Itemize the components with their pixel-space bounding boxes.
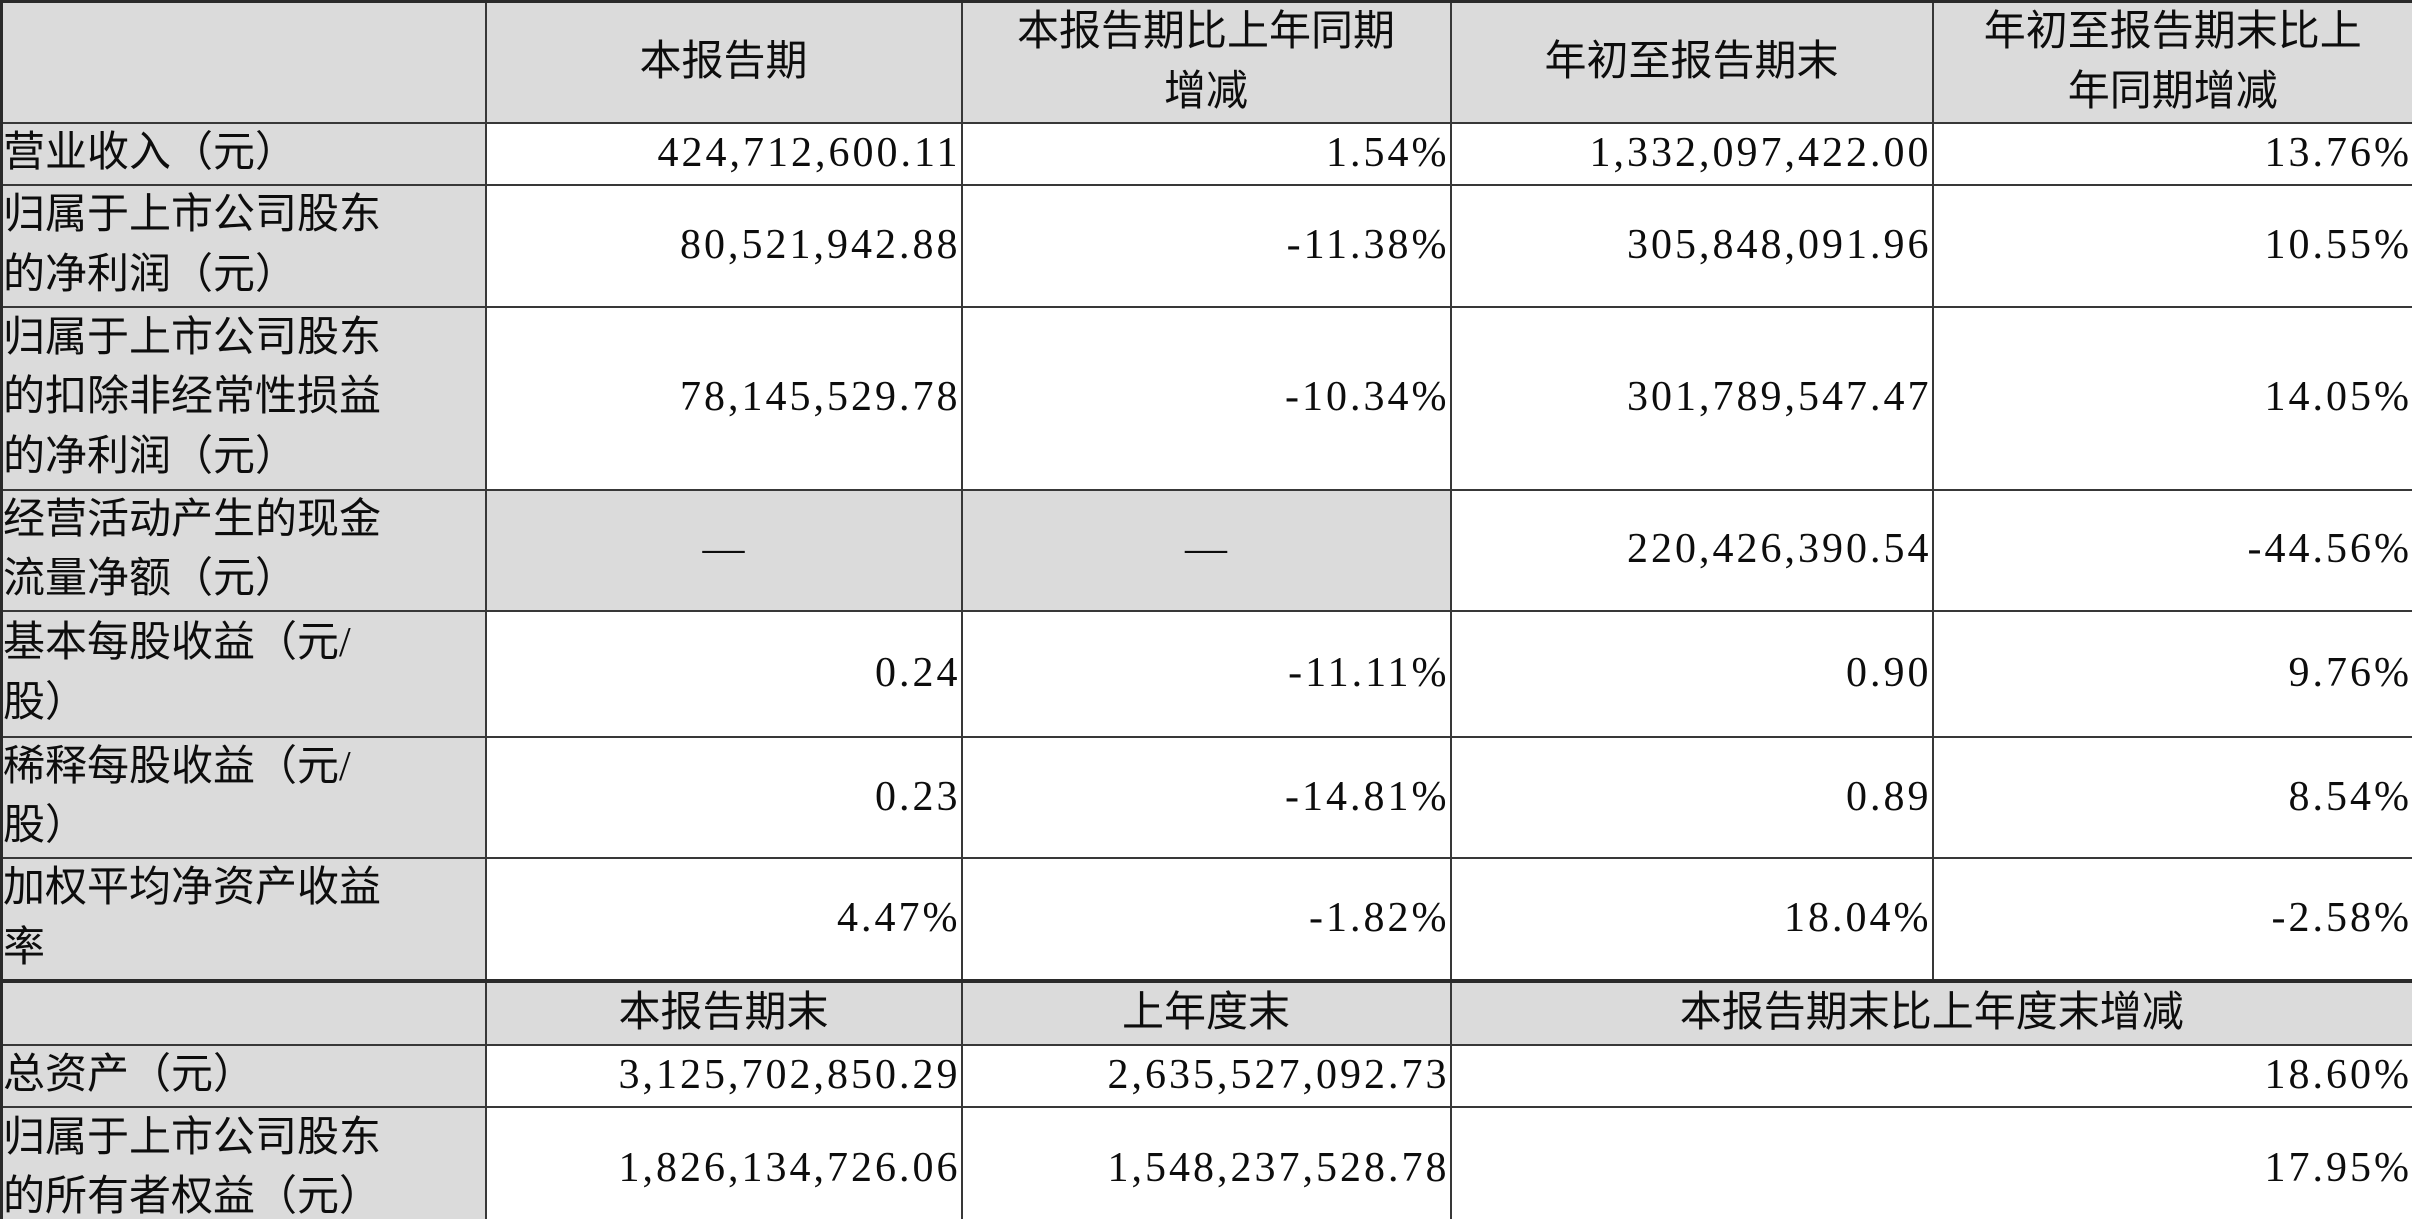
table-header-row-period: 本报告期 本报告期比上年同期 增减 年初至报告期末 年初至报告期末比上 年同期增…	[0, 0, 2412, 125]
basic-eps-ytd: 0.90	[1449, 609, 1934, 738]
roe-current-period-yoy: -1.82%	[960, 857, 1452, 982]
table-row-operating-cash-flow: 经营活动产生的现金 流量净额（元） — — 220,426,390.54 -44…	[0, 488, 2412, 612]
net-profit-excl-current-period-yoy: -10.34%	[960, 305, 1452, 491]
table-row-total-assets: 总资产（元） 3,125,702,850.29 2,635,527,092.73…	[0, 1044, 2412, 1108]
row-label-net-profit-excl-nonrecurring: 归属于上市公司股东 的扣除非经常性损益 的净利润（元）	[0, 305, 487, 491]
operating-cash-flow-current-period-yoy: —	[960, 488, 1452, 612]
row-label-operating-cash-flow: 经营活动产生的现金 流量净额（元）	[0, 488, 487, 612]
table-row-basic-eps: 基本每股收益（元/ 股） 0.24 -11.11% 0.90 9.76%	[0, 609, 2412, 738]
equity-period-end: 1,826,134,726.06	[484, 1105, 963, 1219]
table-row-equity: 归属于上市公司股东 的所有者权益（元） 1,826,134,726.06 1,5…	[0, 1105, 2412, 1219]
operating-cash-flow-ytd-yoy: -44.56%	[1931, 488, 2412, 612]
row-label-total-assets: 总资产（元）	[0, 1044, 487, 1108]
basic-eps-current-period: 0.24	[484, 609, 963, 738]
corner-cell-2	[0, 979, 487, 1046]
roe-ytd-yoy: -2.58%	[1931, 857, 2412, 982]
equity-change: 17.95%	[1449, 1105, 2412, 1219]
row-label-revenue: 营业收入（元）	[0, 122, 487, 187]
row-label-net-profit: 归属于上市公司股东 的净利润（元）	[0, 184, 487, 308]
operating-cash-flow-ytd: 220,426,390.54	[1449, 488, 1934, 612]
net-profit-excl-ytd-yoy: 14.05%	[1931, 305, 2412, 491]
diluted-eps-current-period-yoy: -14.81%	[960, 735, 1452, 860]
equity-prior-year-end: 1,548,237,528.78	[960, 1105, 1452, 1219]
revenue-current-period: 424,712,600.11	[484, 122, 963, 187]
diluted-eps-ytd: 0.89	[1449, 735, 1934, 860]
revenue-ytd: 1,332,097,422.00	[1449, 122, 1934, 187]
diluted-eps-ytd-yoy: 8.54%	[1931, 735, 2412, 860]
net-profit-current-period-yoy: -11.38%	[960, 184, 1452, 308]
table-row-net-profit-excl-nonrecurring: 归属于上市公司股东 的扣除非经常性损益 的净利润（元） 78,145,529.7…	[0, 305, 2412, 491]
corner-cell	[0, 0, 487, 125]
operating-cash-flow-current-period: —	[484, 488, 963, 612]
total-assets-prior-year-end: 2,635,527,092.73	[960, 1044, 1452, 1108]
table-row-weighted-avg-roe: 加权平均净资产收益 率 4.47% -1.82% 18.04% -2.58%	[0, 857, 2412, 982]
basic-eps-current-period-yoy: -11.11%	[960, 609, 1452, 738]
col-header-ytd: 年初至报告期末	[1449, 0, 1934, 125]
col-header-period-end-vs-prior-year-end: 本报告期末比上年度末增减	[1449, 979, 2412, 1046]
table-row-diluted-eps: 稀释每股收益（元/ 股） 0.23 -14.81% 0.89 8.54%	[0, 735, 2412, 860]
row-label-diluted-eps: 稀释每股收益（元/ 股）	[0, 735, 487, 860]
net-profit-current-period: 80,521,942.88	[484, 184, 963, 308]
col-header-ytd-yoy: 年初至报告期末比上 年同期增减	[1931, 0, 2412, 125]
diluted-eps-current-period: 0.23	[484, 735, 963, 860]
net-profit-excl-ytd: 301,789,547.47	[1449, 305, 1934, 491]
row-label-basic-eps: 基本每股收益（元/ 股）	[0, 609, 487, 738]
roe-current-period: 4.47%	[484, 857, 963, 982]
col-header-current-period: 本报告期	[484, 0, 963, 125]
total-assets-change: 18.60%	[1449, 1044, 2412, 1108]
col-header-current-period-yoy: 本报告期比上年同期 增减	[960, 0, 1452, 125]
table-row-revenue: 营业收入（元） 424,712,600.11 1.54% 1,332,097,4…	[0, 122, 2412, 187]
col-header-prior-year-end: 上年度末	[960, 979, 1452, 1046]
row-label-weighted-avg-roe: 加权平均净资产收益 率	[0, 857, 487, 982]
basic-eps-ytd-yoy: 9.76%	[1931, 609, 2412, 738]
row-label-equity: 归属于上市公司股东 的所有者权益（元）	[0, 1105, 487, 1219]
net-profit-ytd: 305,848,091.96	[1449, 184, 1934, 308]
net-profit-ytd-yoy: 10.55%	[1931, 184, 2412, 308]
table-header-row-period-end: 本报告期末 上年度末 本报告期末比上年度末增减	[0, 979, 2412, 1046]
total-assets-period-end: 3,125,702,850.29	[484, 1044, 963, 1108]
roe-ytd: 18.04%	[1449, 857, 1934, 982]
revenue-current-period-yoy: 1.54%	[960, 122, 1452, 187]
table-row-net-profit: 归属于上市公司股东 的净利润（元） 80,521,942.88 -11.38% …	[0, 184, 2412, 308]
col-header-period-end: 本报告期末	[484, 979, 963, 1046]
net-profit-excl-current-period: 78,145,529.78	[484, 305, 963, 491]
revenue-ytd-yoy: 13.76%	[1931, 122, 2412, 187]
